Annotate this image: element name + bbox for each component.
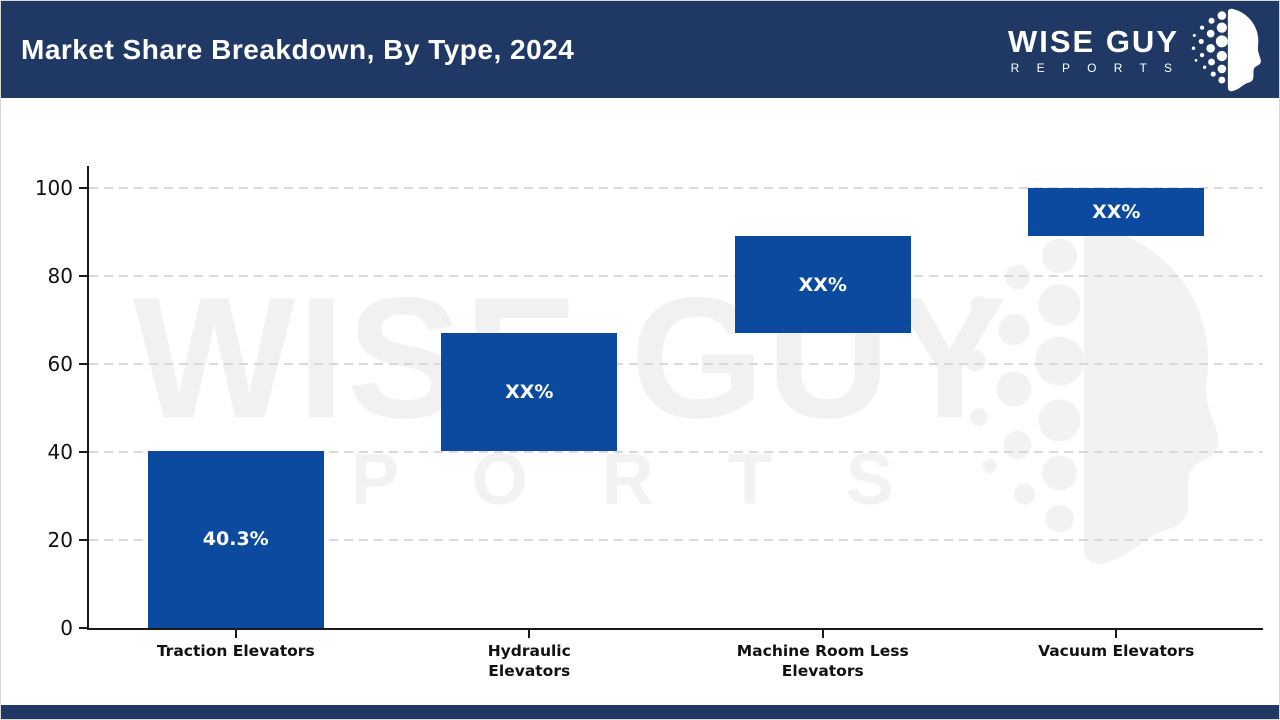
x-tick-mark-1 — [528, 630, 531, 638]
logo-tagline: R E P O R T S — [1010, 60, 1179, 75]
bar-value-label-traction-elevators: 40.3% — [202, 528, 269, 551]
x-category-label-hydraulic-elevators: Hydraulic Elevators — [487, 642, 571, 680]
bar-traction-elevators: 40.3% — [147, 450, 324, 628]
y-tick-label-0: 0 — [60, 616, 73, 640]
x-tick-mark-2 — [821, 630, 824, 638]
gridline-100 — [89, 187, 1263, 189]
bar-value-label-machine-room-less-elevators: XX% — [798, 273, 847, 296]
y-tick-label-100: 100 — [34, 176, 73, 200]
x-category-label-vacuum-elevators: Vacuum Elevators — [1038, 642, 1195, 660]
gridline-40 — [89, 451, 1263, 453]
x-axis — [87, 628, 1263, 630]
y-tick-mark-40 — [79, 451, 87, 453]
footer-bar — [1, 705, 1279, 719]
bar-hydraulic-elevators: XX% — [441, 333, 618, 451]
bar-machine-room-less-elevators: XX% — [734, 236, 911, 334]
x-category-label-traction-elevators: Traction Elevators — [156, 642, 315, 660]
y-axis — [87, 166, 89, 630]
logo-wordmark: WISE GUY — [1007, 24, 1179, 60]
x-tick-mark-0 — [234, 630, 237, 638]
bar-value-label-hydraulic-elevators: XX% — [505, 380, 554, 403]
gridline-20 — [89, 539, 1263, 541]
logo-head-icon — [1191, 8, 1261, 92]
x-category-label-machine-room-less-elevators: Machine Room Less Elevators — [736, 642, 909, 680]
y-tick-label-40: 40 — [47, 440, 73, 464]
y-tick-mark-60 — [79, 363, 87, 365]
y-tick-label-60: 60 — [47, 352, 73, 376]
gridline-60 — [89, 363, 1263, 365]
y-tick-mark-80 — [79, 275, 87, 277]
bar-value-label-vacuum-elevators: XX% — [1092, 201, 1141, 224]
y-tick-label-80: 80 — [47, 264, 73, 288]
gridline-80 — [89, 275, 1263, 277]
y-tick-mark-0 — [79, 627, 87, 629]
y-tick-mark-20 — [79, 539, 87, 541]
y-tick-label-20: 20 — [47, 528, 73, 552]
wiseguy-logo: WISE GUY R E P O R T S — [1008, 7, 1267, 93]
x-tick-mark-3 — [1115, 630, 1118, 638]
y-tick-mark-100 — [79, 187, 87, 189]
bar-vacuum-elevators: XX% — [1028, 188, 1205, 237]
page-title: Market Share Breakdown, By Type, 2024 — [21, 33, 575, 65]
header: Market Share Breakdown, By Type, 2024 WI… — [1, 1, 1279, 98]
